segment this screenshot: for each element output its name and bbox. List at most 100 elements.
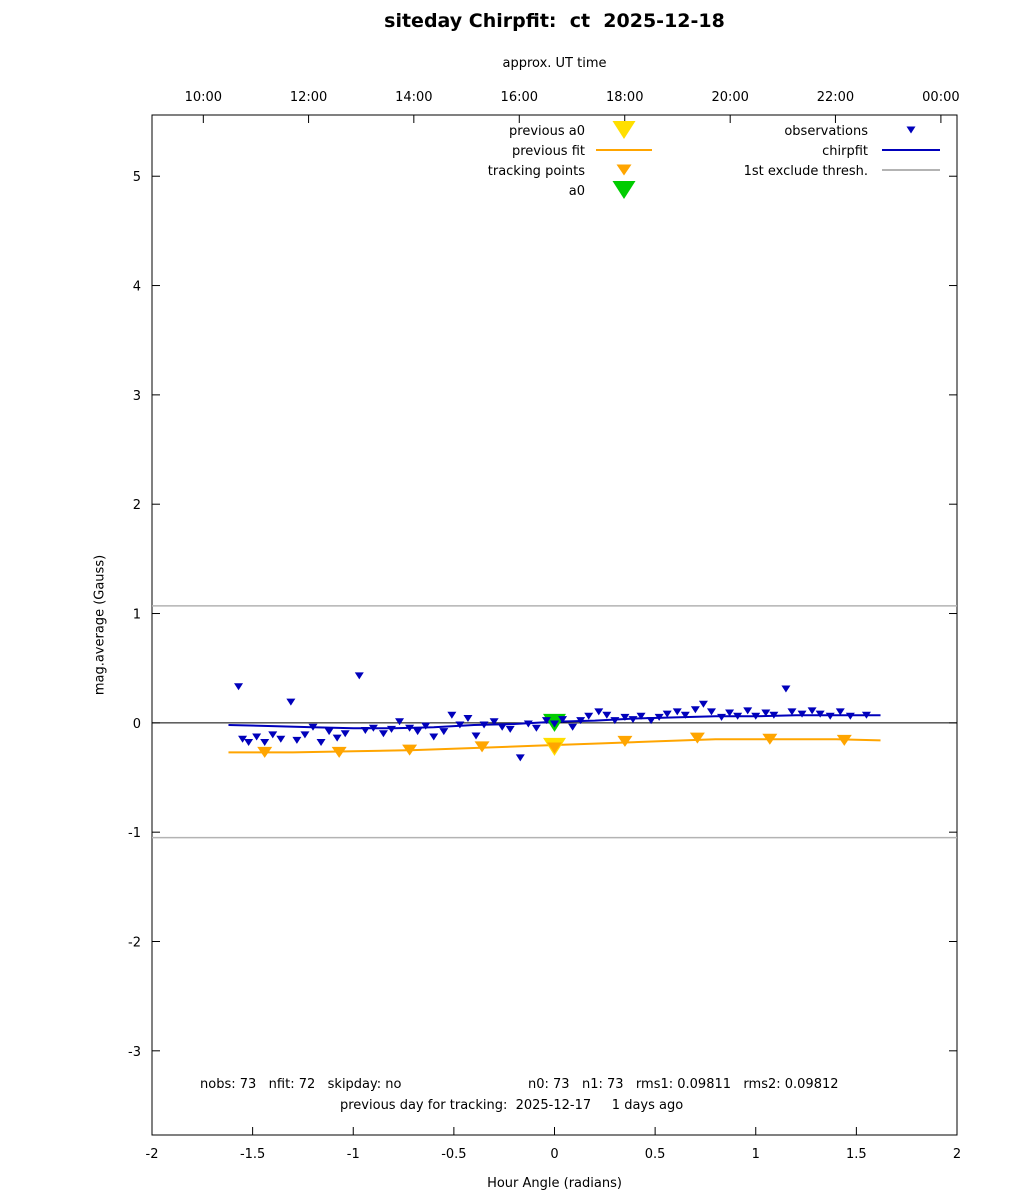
observations-point	[316, 739, 326, 747]
ut-tick-label: 22:00	[817, 90, 854, 105]
observations-point	[523, 720, 533, 728]
observations-point	[584, 712, 594, 720]
legend-label: chirpfit	[822, 144, 868, 159]
legend-label: 1st exclude thresh.	[744, 164, 868, 179]
ut-tick-label: 16:00	[501, 90, 538, 105]
observations-point	[471, 732, 481, 740]
observations-point	[340, 730, 350, 738]
y-tick-label: 3	[133, 389, 141, 404]
tracking-points-point	[836, 734, 852, 746]
observations-point	[662, 710, 672, 718]
series-observations	[234, 672, 871, 762]
observations-point	[413, 728, 423, 736]
observations-point	[751, 712, 761, 720]
observations-point	[238, 735, 248, 743]
observations-point	[360, 726, 370, 734]
y-tick-label: 2	[133, 498, 141, 513]
x-tick-label: 0	[550, 1147, 558, 1162]
legend-entry-tracking-points: tracking points	[488, 164, 632, 179]
ut-tick-label: 12:00	[290, 90, 327, 105]
observations-point	[515, 754, 525, 762]
x-tick-label: 1	[752, 1147, 760, 1162]
observations-point	[378, 730, 388, 738]
observations-point	[395, 718, 405, 726]
y-tick-label: 0	[133, 717, 141, 732]
tracking-points-point	[402, 744, 418, 756]
previous-a0-legend-marker	[612, 121, 636, 139]
ut-tick-label: 20:00	[711, 90, 748, 105]
observations-point	[620, 713, 630, 721]
stats-line1-left: nobs: 73 nfit: 72 skipday: no	[200, 1077, 402, 1092]
x-tick-label: 2	[953, 1147, 961, 1162]
observations-point	[646, 717, 656, 725]
observations-point	[769, 711, 779, 719]
x-tick-label: 0.5	[645, 1147, 666, 1162]
stats-line2: previous day for tracking: 2025-12-17 1 …	[340, 1098, 684, 1113]
observations-point	[628, 716, 638, 724]
legend-entry-previous-fit: previous fit	[512, 144, 652, 159]
observations-point	[797, 710, 807, 718]
observations-point	[680, 711, 690, 719]
chart-title: siteday Chirpfit: ct 2025-12-18	[384, 10, 725, 32]
observations-point	[252, 733, 262, 741]
tracking-points-point	[617, 735, 633, 747]
tracking-points-point	[762, 733, 778, 745]
legend-entry-1st-exclude-thresh: 1st exclude thresh.	[744, 164, 940, 179]
observations-point	[497, 723, 507, 731]
observations-point	[354, 672, 364, 680]
observations-legend-marker	[906, 126, 916, 134]
tracking-points-legend-marker	[616, 164, 632, 176]
observations-point	[405, 724, 415, 732]
ut-tick-label: 14:00	[395, 90, 432, 105]
observations-point	[234, 683, 244, 691]
observations-point	[568, 723, 578, 731]
observations-point	[421, 722, 431, 730]
legend-label: previous a0	[509, 124, 585, 139]
x-tick-label: -2	[146, 1147, 159, 1162]
legend: previous a0 previous fit tracking points a0…	[488, 121, 940, 199]
observations-point	[594, 708, 604, 716]
tracking-points-point	[689, 732, 705, 744]
observations-point	[610, 717, 620, 725]
tracking-points-point	[547, 742, 562, 754]
x-tick-label: 1.5	[846, 1147, 867, 1162]
plot-frame	[151, 114, 958, 1136]
legend-entry-observations: observations	[784, 124, 916, 139]
observations-point	[332, 734, 342, 742]
legend-entry-previous-a0: previous a0	[509, 121, 636, 139]
top-axis-title: approx. UT time	[502, 56, 607, 71]
ut-tick-label: 18:00	[606, 90, 643, 105]
observations-point	[825, 712, 835, 720]
data-series	[152, 605, 957, 839]
observations-point	[636, 712, 646, 720]
observations-point	[300, 731, 310, 739]
observations-point	[439, 728, 449, 736]
observations-point	[531, 724, 541, 732]
observations-point	[292, 736, 302, 744]
ut-tick-label: 10:00	[185, 90, 222, 105]
x-tick-label: -0.5	[441, 1147, 466, 1162]
y-tick-label: 4	[133, 280, 141, 295]
observations-point	[761, 709, 771, 717]
observations-point	[733, 712, 743, 720]
observations-point	[787, 708, 797, 716]
observations-point	[781, 685, 791, 693]
legend-label: a0	[569, 184, 585, 199]
tracking-points-point	[474, 741, 490, 753]
observations-point	[706, 708, 716, 716]
a0-legend-marker	[612, 181, 636, 199]
observations-point	[835, 708, 845, 716]
legend-entry-chirpfit: chirpfit	[822, 144, 940, 159]
observations-point	[576, 717, 586, 725]
observations-point	[807, 707, 817, 715]
observations-point	[743, 707, 753, 715]
observations-point	[489, 718, 499, 726]
legend-label: previous fit	[512, 144, 585, 159]
observations-point	[558, 716, 568, 724]
observations-point	[386, 725, 396, 733]
y-tick-label: -3	[128, 1045, 141, 1060]
observations-point	[276, 735, 286, 743]
tracking-points-point	[331, 746, 347, 758]
